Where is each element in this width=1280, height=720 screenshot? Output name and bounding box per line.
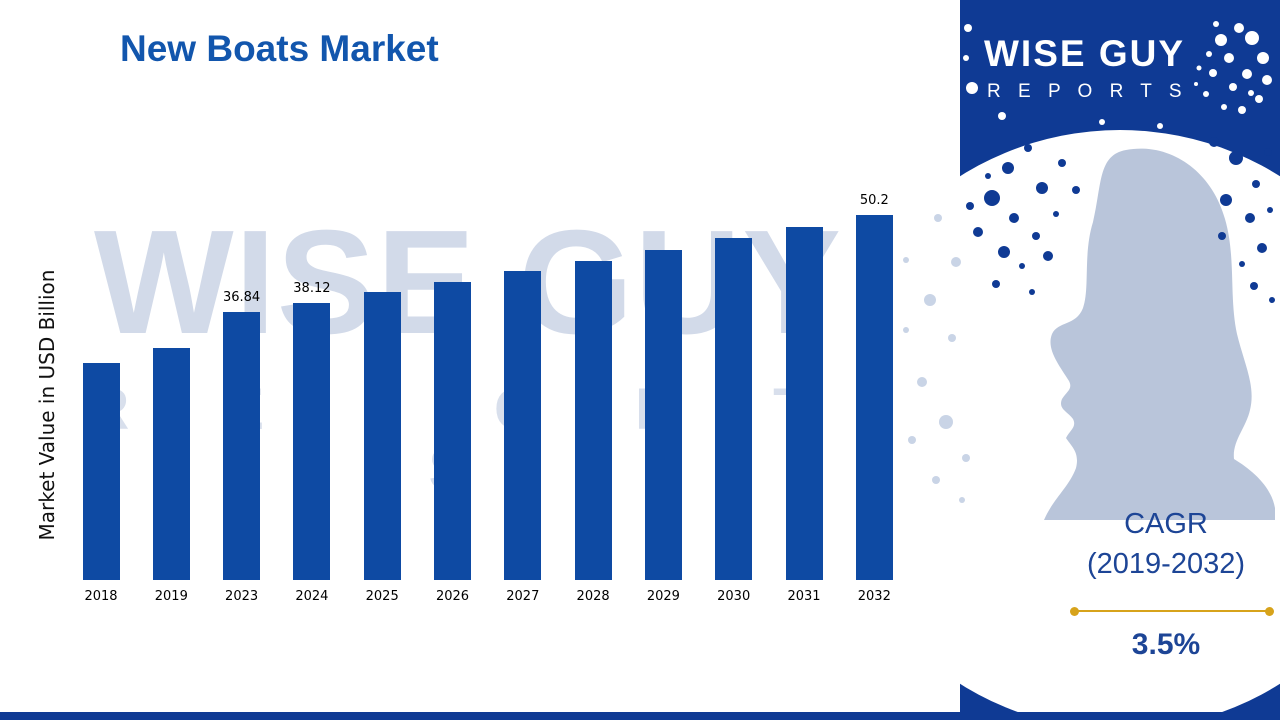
logo-dotted-head-icon <box>1194 21 1272 114</box>
bar-2023 <box>223 312 261 580</box>
x-tick-2031: 2031 <box>787 589 821 604</box>
bar-2032 <box>855 215 893 580</box>
brand-panel-background <box>960 0 1280 720</box>
bar-2019 <box>152 348 190 580</box>
bar-2029 <box>644 250 682 580</box>
x-tick-2027: 2027 <box>506 589 540 604</box>
x-tick-2026: 2026 <box>435 589 470 604</box>
dots-pattern-navy <box>966 137 1275 303</box>
x-tick-2029: 2029 <box>646 589 680 604</box>
x-tick-2019: 2019 <box>154 589 188 604</box>
bar-2031 <box>785 227 823 580</box>
bar-2028 <box>574 261 612 580</box>
bar-2030 <box>715 238 753 580</box>
y-axis-label: Market Value in USD Billion <box>35 269 59 541</box>
bar-chart: 2018 2019 36.84 2023 38.12 2024 2025 2026 2027 20… <box>82 193 917 604</box>
bar-value-label-2024: 38.12 <box>293 281 331 296</box>
x-tick-2025: 2025 <box>365 589 399 604</box>
cagr-block: CAGR (2019-2032) <box>1056 504 1276 584</box>
bar-2018 <box>82 363 120 580</box>
divider-right-dot <box>1265 606 1274 616</box>
cagr-label: CAGR <box>1124 508 1208 540</box>
brand-logo: WISE GUY R E P O R T S <box>984 34 1188 103</box>
x-tick-2028: 2028 <box>576 589 610 604</box>
brand-logo-line2: R E P O R T S <box>987 81 1188 102</box>
x-tick-2032: 2032 <box>857 589 891 604</box>
x-tick-2024: 2024 <box>295 589 329 604</box>
x-tick-2023: 2023 <box>225 589 259 604</box>
cagr-range: (2019-2032) <box>1087 548 1245 580</box>
bar-2027 <box>504 271 542 580</box>
bar-value-label-2023: 36.84 <box>222 290 261 305</box>
chart-title: New Boats Market <box>120 28 439 69</box>
divider-left-dot <box>1070 606 1079 616</box>
footer-bar <box>0 712 1280 720</box>
cagr-value: 3.5% <box>1131 628 1201 661</box>
cagr-divider <box>1070 606 1274 616</box>
bar-2024 <box>293 303 331 580</box>
x-tick-2030: 2030 <box>717 589 751 604</box>
bar-2026 <box>434 282 471 580</box>
bar-2025 <box>363 292 401 580</box>
brand-logo-line1: WISE GUY <box>984 33 1186 74</box>
x-tick-2018: 2018 <box>84 589 118 604</box>
bar-value-label-2032: 50.2 <box>859 193 889 208</box>
head-profile-silhouette-icon <box>1044 148 1275 520</box>
